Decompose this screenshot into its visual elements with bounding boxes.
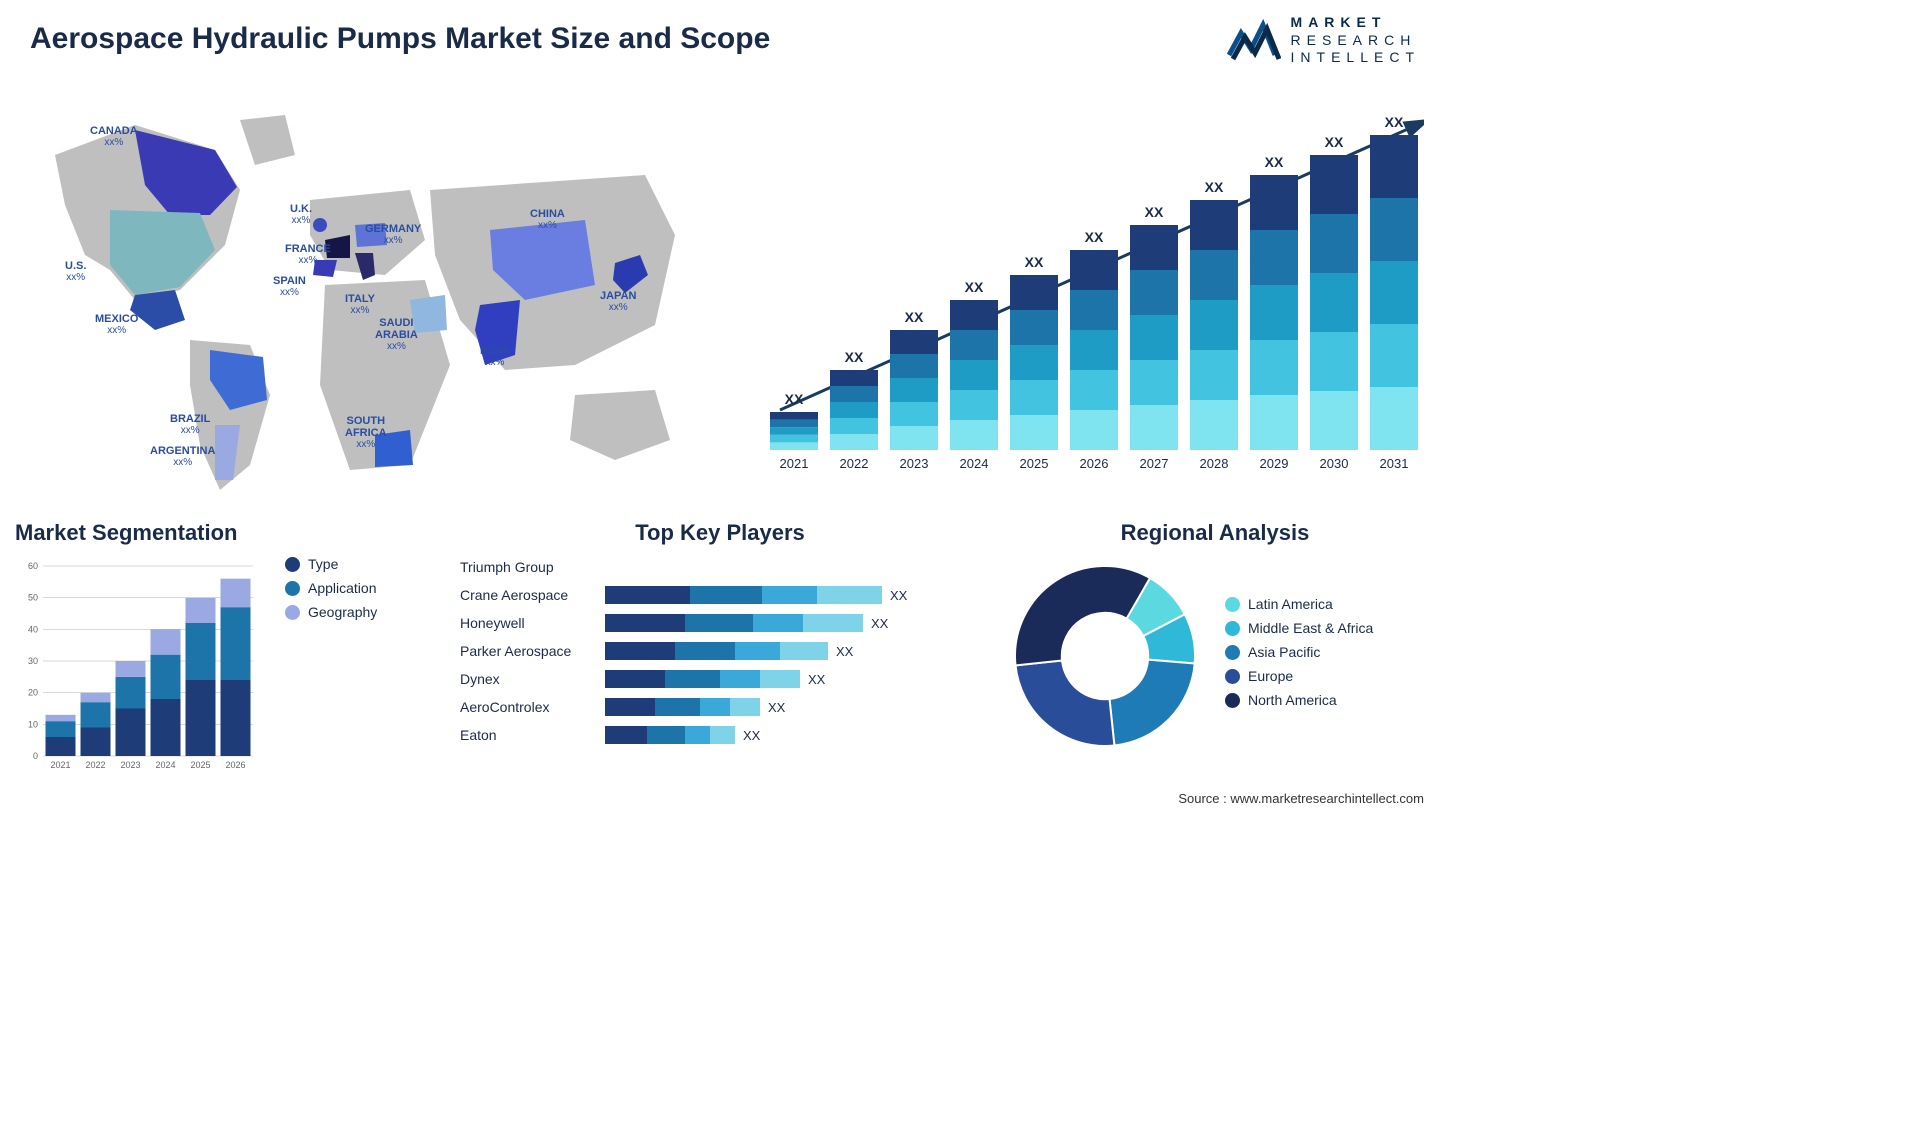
player-row: Crane Aerospace XX — [460, 584, 980, 606]
legend-item: Middle East & Africa — [1225, 620, 1373, 636]
player-label: Eaton — [460, 727, 605, 743]
player-label: Dynex — [460, 671, 605, 687]
player-value: XX — [808, 672, 825, 687]
player-value: XX — [836, 644, 853, 659]
legend-item: Geography — [285, 604, 377, 620]
legend-item: Asia Pacific — [1225, 644, 1373, 660]
player-row: Eaton XX — [460, 724, 980, 746]
player-bar — [605, 642, 828, 660]
logo-line3: INTELLECT — [1291, 49, 1420, 67]
player-bar — [605, 670, 800, 688]
players-panel: Top Key Players Triumph Group Crane Aeros… — [460, 520, 980, 752]
player-label: Triumph Group — [460, 559, 605, 575]
svg-text:2023: 2023 — [900, 456, 929, 471]
svg-text:2024: 2024 — [960, 456, 989, 471]
svg-text:2022: 2022 — [840, 456, 869, 471]
legend-item: North America — [1225, 692, 1373, 708]
regional-legend: Latin America Middle East & Africa Asia Pa… — [1225, 596, 1373, 716]
svg-text:XX: XX — [845, 349, 864, 365]
regional-donut — [1005, 556, 1205, 756]
svg-text:2023: 2023 — [120, 760, 140, 770]
legend-item: Application — [285, 580, 377, 596]
svg-text:2021: 2021 — [50, 760, 70, 770]
svg-text:2022: 2022 — [85, 760, 105, 770]
svg-text:2026: 2026 — [1080, 456, 1109, 471]
player-bar — [605, 726, 735, 744]
svg-text:2027: 2027 — [1140, 456, 1169, 471]
player-row: AeroControlex XX — [460, 696, 980, 718]
player-row: Honeywell XX — [460, 612, 980, 634]
svg-text:2021: 2021 — [780, 456, 809, 471]
player-bar — [605, 698, 760, 716]
svg-text:XX: XX — [965, 279, 984, 295]
svg-text:XX: XX — [785, 391, 804, 407]
svg-text:20: 20 — [28, 688, 38, 698]
segmentation-chart: 0 10 20 30 40 50 60 2021 2022 2023 2024 2025 2026 — [15, 556, 265, 776]
player-row: Triumph Group — [460, 556, 980, 578]
svg-text:2030: 2030 — [1320, 456, 1349, 471]
segmentation-panel: Market Segmentation 0 10 20 30 40 50 60 2021 202… — [15, 520, 435, 776]
player-value: XX — [743, 728, 760, 743]
player-value: XX — [871, 616, 888, 631]
svg-text:2025: 2025 — [1020, 456, 1049, 471]
logo-line2: RESEARCH — [1291, 32, 1420, 50]
legend-item: Europe — [1225, 668, 1373, 684]
player-label: AeroControlex — [460, 699, 605, 715]
svg-text:0: 0 — [33, 751, 38, 761]
player-label: Crane Aerospace — [460, 587, 605, 603]
svg-text:60: 60 — [28, 561, 38, 571]
legend-item: Latin America — [1225, 596, 1373, 612]
svg-text:XX: XX — [1325, 134, 1344, 150]
logo-icon — [1227, 15, 1281, 65]
player-value: XX — [768, 700, 785, 715]
svg-text:XX: XX — [1025, 254, 1044, 270]
svg-text:50: 50 — [28, 593, 38, 603]
players-list: Triumph Group Crane Aerospace XX Honeywell X… — [460, 556, 980, 746]
player-bar — [605, 614, 863, 632]
world-map: CANADAxx%U.S.xx%MEXICOxx%BRAZILxx%ARGENT… — [15, 95, 715, 495]
segmentation-title: Market Segmentation — [15, 520, 435, 546]
svg-text:XX: XX — [1145, 204, 1164, 220]
brand-logo: MARKET RESEARCH INTELLECT — [1227, 14, 1420, 67]
svg-text:10: 10 — [28, 719, 38, 729]
svg-text:XX: XX — [905, 309, 924, 325]
page-title: Aerospace Hydraulic Pumps Market Size an… — [30, 22, 770, 56]
svg-text:2029: 2029 — [1260, 456, 1289, 471]
svg-text:2024: 2024 — [155, 760, 175, 770]
svg-text:XX: XX — [1385, 114, 1404, 130]
segmentation-legend: Type Application Geography — [285, 556, 377, 628]
svg-text:2031: 2031 — [1380, 456, 1409, 471]
player-value: XX — [890, 588, 907, 603]
svg-text:2025: 2025 — [190, 760, 210, 770]
svg-text:40: 40 — [28, 624, 38, 634]
svg-text:XX: XX — [1265, 154, 1284, 170]
player-label: Parker Aerospace — [460, 643, 605, 659]
source-text: Source : www.marketresearchintellect.com — [1178, 791, 1424, 806]
player-bar — [605, 586, 882, 604]
logo-line1: MARKET — [1291, 14, 1420, 32]
svg-text:2026: 2026 — [225, 760, 245, 770]
player-row: Parker Aerospace XX — [460, 640, 980, 662]
market-growth-chart: XX 2021 XX 2022 XX 2023 XX 2024 XX 2025 XX 2026 XX 20… — [744, 90, 1424, 490]
svg-text:XX: XX — [1205, 179, 1224, 195]
player-label: Honeywell — [460, 615, 605, 631]
regional-panel: Regional Analysis Latin America Middle Ea… — [1005, 520, 1425, 756]
svg-text:2028: 2028 — [1200, 456, 1229, 471]
legend-item: Type — [285, 556, 377, 572]
svg-text:XX: XX — [1085, 229, 1104, 245]
svg-text:30: 30 — [28, 656, 38, 666]
players-title: Top Key Players — [460, 520, 980, 546]
regional-title: Regional Analysis — [1005, 520, 1425, 546]
player-row: Dynex XX — [460, 668, 980, 690]
